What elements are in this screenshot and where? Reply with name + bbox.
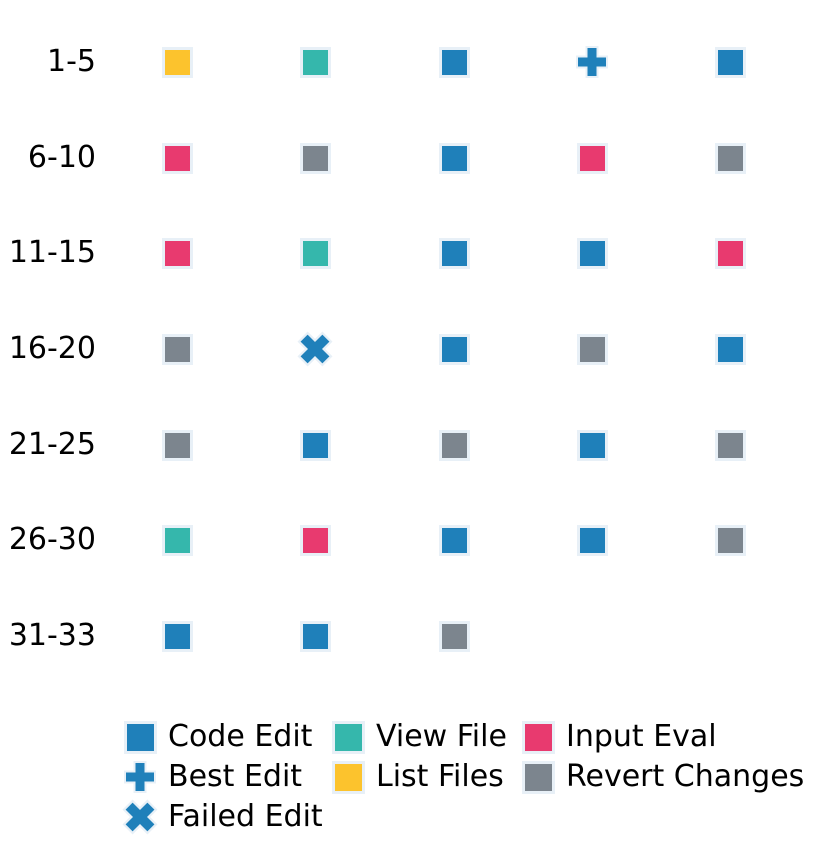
- marker-code-edit: [438, 46, 470, 78]
- marker-input-eval: [161, 237, 193, 269]
- marker-revert-changes: [438, 620, 470, 652]
- input-eval-square-icon: [576, 142, 608, 174]
- revert-changes-square-icon: [438, 620, 470, 652]
- revert-changes-square-icon: [161, 429, 193, 461]
- row-label-11-15: 11-15: [8, 235, 96, 270]
- best-edit-plus-icon: [124, 761, 156, 793]
- marker-revert-changes: [576, 333, 608, 365]
- legend-label-code-edit: Code Edit: [168, 719, 313, 754]
- marker-input-eval: [521, 720, 555, 754]
- marker-input-eval: [299, 524, 331, 556]
- code-edit-square-icon: [438, 333, 470, 365]
- marker-revert-changes: [714, 142, 746, 174]
- failed-edit-x-icon: [122, 799, 158, 835]
- input-eval-square-icon: [521, 720, 555, 754]
- marker-failed-edit: [122, 799, 158, 835]
- marker-input-eval: [161, 142, 193, 174]
- marker-code-edit: [161, 620, 193, 652]
- marker-revert-changes: [714, 429, 746, 461]
- code-edit-square-icon: [161, 620, 193, 652]
- code-edit-square-icon: [576, 524, 608, 556]
- marker-failed-edit: [297, 331, 333, 367]
- revert-changes-square-icon: [161, 333, 193, 365]
- row-label-1-5: 1-5: [47, 44, 96, 79]
- row-label-26-30: 26-30: [8, 522, 96, 557]
- code-edit-square-icon: [438, 46, 470, 78]
- marker-code-edit: [299, 429, 331, 461]
- marker-code-edit: [123, 720, 157, 754]
- revert-changes-square-icon: [299, 142, 331, 174]
- legend-label-list-files: List Files: [376, 759, 504, 794]
- list-files-square-icon: [331, 760, 365, 794]
- revert-changes-square-icon: [714, 524, 746, 556]
- marker-view-file: [161, 524, 193, 556]
- revert-changes-square-icon: [438, 429, 470, 461]
- revert-changes-square-icon: [521, 760, 555, 794]
- marker-code-edit: [576, 237, 608, 269]
- marker-code-edit: [438, 524, 470, 556]
- code-edit-square-icon: [123, 720, 157, 754]
- marker-code-edit: [714, 46, 746, 78]
- code-edit-square-icon: [299, 429, 331, 461]
- view-file-square-icon: [299, 46, 331, 78]
- marker-code-edit: [714, 333, 746, 365]
- view-file-square-icon: [161, 524, 193, 556]
- row-label-6-10: 6-10: [27, 140, 96, 175]
- list-files-square-icon: [161, 46, 193, 78]
- row-label-16-20: 16-20: [8, 331, 96, 366]
- marker-revert-changes: [521, 760, 555, 794]
- marker-input-eval: [576, 142, 608, 174]
- marker-list-files: [161, 46, 193, 78]
- revert-changes-square-icon: [576, 333, 608, 365]
- failed-edit-x-icon: [297, 331, 333, 367]
- marker-view-file: [331, 720, 365, 754]
- marker-view-file: [299, 46, 331, 78]
- code-edit-square-icon: [438, 524, 470, 556]
- view-file-square-icon: [299, 237, 331, 269]
- legend-label-revert-changes: Revert Changes: [566, 759, 805, 794]
- code-edit-square-icon: [438, 237, 470, 269]
- marker-code-edit: [438, 142, 470, 174]
- legend-label-failed-edit: Failed Edit: [168, 799, 323, 834]
- revert-changes-square-icon: [714, 429, 746, 461]
- revert-changes-square-icon: [714, 142, 746, 174]
- marker-revert-changes: [714, 524, 746, 556]
- code-edit-square-icon: [714, 333, 746, 365]
- legend-label-input-eval: Input Eval: [566, 719, 717, 754]
- legend-label-best-edit: Best Edit: [168, 759, 303, 794]
- marker-code-edit: [438, 333, 470, 365]
- row-label-21-25: 21-25: [8, 427, 96, 462]
- legend-label-view-file: View File: [376, 719, 507, 754]
- marker-code-edit: [576, 524, 608, 556]
- marker-revert-changes: [161, 333, 193, 365]
- marker-list-files: [331, 760, 365, 794]
- marker-code-edit: [299, 620, 331, 652]
- input-eval-square-icon: [714, 237, 746, 269]
- input-eval-square-icon: [161, 237, 193, 269]
- code-edit-square-icon: [299, 620, 331, 652]
- marker-input-eval: [714, 237, 746, 269]
- best-edit-plus-icon: [576, 46, 608, 78]
- input-eval-square-icon: [299, 524, 331, 556]
- input-eval-square-icon: [161, 142, 193, 174]
- marker-code-edit: [576, 429, 608, 461]
- code-edit-square-icon: [576, 429, 608, 461]
- view-file-square-icon: [331, 720, 365, 754]
- marker-view-file: [299, 237, 331, 269]
- code-edit-square-icon: [576, 237, 608, 269]
- marker-revert-changes: [161, 429, 193, 461]
- marker-best-edit: [122, 759, 158, 795]
- marker-best-edit: [574, 44, 610, 80]
- code-edit-square-icon: [438, 142, 470, 174]
- marker-revert-changes: [299, 142, 331, 174]
- marker-code-edit: [438, 237, 470, 269]
- row-label-31-33: 31-33: [8, 618, 96, 653]
- code-edit-square-icon: [714, 46, 746, 78]
- marker-revert-changes: [438, 429, 470, 461]
